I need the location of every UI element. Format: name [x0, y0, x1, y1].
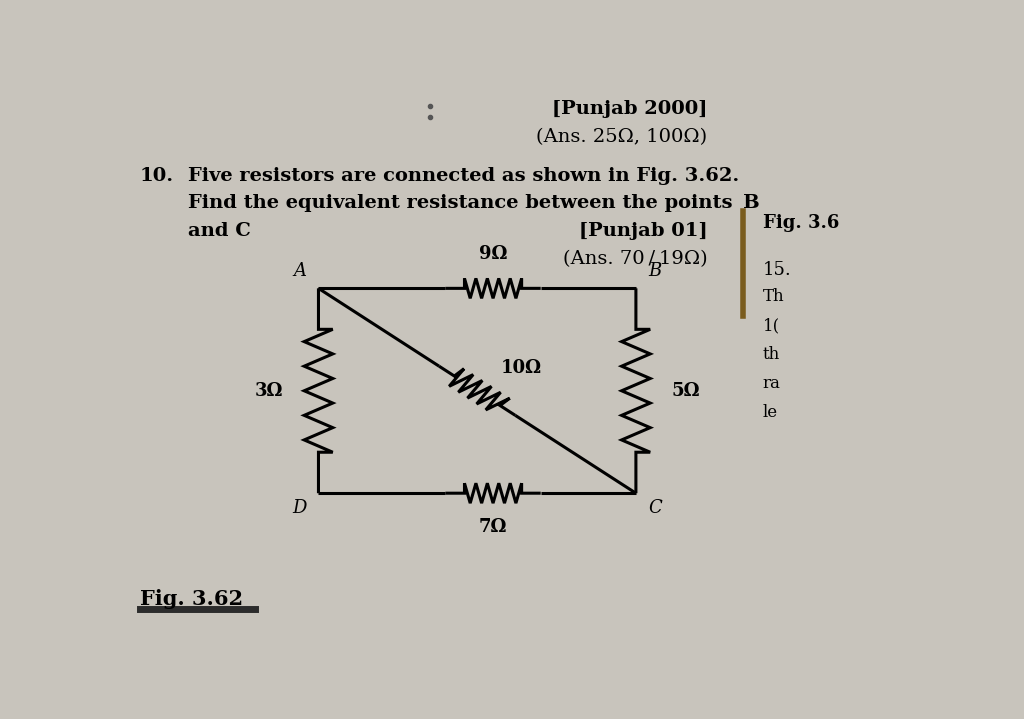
Text: 15.: 15.: [763, 261, 792, 279]
Text: D: D: [292, 499, 306, 517]
Text: A: A: [294, 262, 306, 280]
Text: 5Ω: 5Ω: [672, 382, 700, 400]
Text: (Ans. 25Ω, 100Ω): (Ans. 25Ω, 100Ω): [537, 128, 708, 146]
Text: Fig. 3.6: Fig. 3.6: [763, 214, 840, 232]
Text: [Punjab 2000]: [Punjab 2000]: [552, 100, 708, 118]
Text: and C: and C: [187, 222, 251, 240]
Text: ra: ra: [763, 375, 780, 392]
Text: Five resistors are connected as shown in Fig. 3.62.: Five resistors are connected as shown in…: [187, 167, 738, 185]
Text: 1(: 1(: [763, 317, 780, 334]
Text: C: C: [648, 499, 662, 517]
Text: [Punjab 01]: [Punjab 01]: [579, 222, 708, 240]
Text: Th: Th: [763, 288, 784, 306]
Text: le: le: [763, 403, 778, 421]
Text: B: B: [648, 262, 662, 280]
Text: (Ans. 70 / 19Ω): (Ans. 70 / 19Ω): [563, 249, 708, 267]
Text: Find the equivalent resistance between the points  B: Find the equivalent resistance between t…: [187, 194, 759, 212]
Text: 10.: 10.: [140, 167, 174, 185]
Text: th: th: [763, 346, 780, 363]
Text: 10Ω: 10Ω: [501, 359, 542, 377]
Text: Fig. 3.62: Fig. 3.62: [140, 590, 243, 610]
Text: 9Ω: 9Ω: [479, 245, 507, 263]
Text: 3Ω: 3Ω: [254, 382, 283, 400]
Text: 7Ω: 7Ω: [479, 518, 507, 536]
